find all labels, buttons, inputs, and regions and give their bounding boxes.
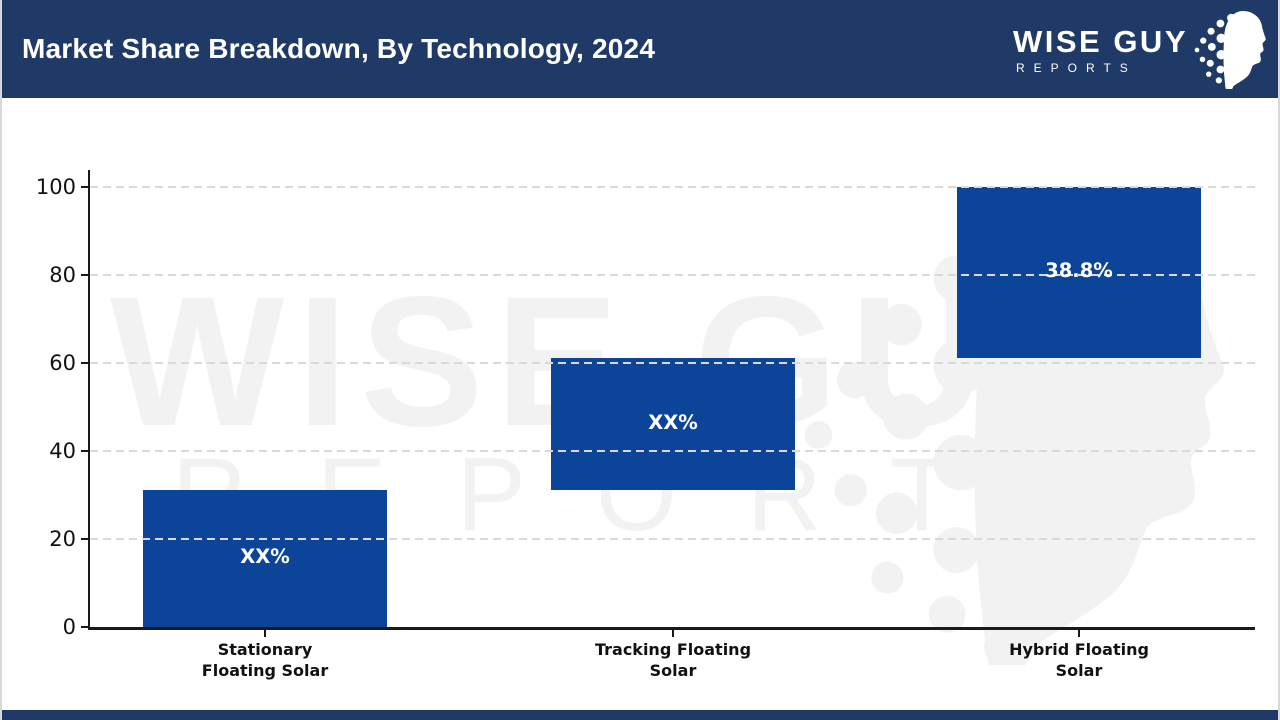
y-tick-60	[81, 362, 89, 364]
footer-bar	[2, 710, 1278, 720]
bar-2	[551, 357, 795, 490]
gridline-100	[90, 186, 1255, 188]
logo-reports-label: REPORTS	[1015, 60, 1137, 75]
x-tick-1	[264, 629, 266, 637]
category-label-1: Stationary Floating Solar	[135, 639, 395, 681]
logo-wordmark: WISE GUY	[1012, 23, 1188, 59]
face-profile-icon	[1194, 11, 1266, 89]
category-label-line: Tracking Floating	[594, 640, 752, 659]
wiseguy-logo: WISE GUY REPORTS	[1013, 6, 1268, 94]
category-label-line: Hybrid Floating	[1009, 640, 1149, 659]
category-label-line: Solar	[649, 661, 697, 680]
y-tick-label-40: 40	[49, 439, 76, 463]
y-tick-label-20: 20	[49, 527, 76, 551]
bar-3	[957, 187, 1201, 358]
gridline-80	[90, 274, 1255, 276]
gridline-40	[90, 450, 1255, 452]
bar-value-label-2: XX%	[648, 410, 698, 434]
category-label-line: Stationary	[217, 640, 313, 659]
x-axis	[88, 627, 1255, 630]
y-tick-40	[81, 450, 89, 452]
y-tick-label-60: 60	[49, 351, 76, 375]
bar-value-label-1: XX%	[240, 545, 290, 569]
x-tick-3	[1078, 629, 1080, 637]
category-label-line: Floating Solar	[201, 661, 329, 680]
y-tick-label-100: 100	[35, 175, 76, 199]
plot-area: 0 20 40 60 80 100 XX% Stationary Floating Solar X…	[2, 98, 1278, 710]
y-tick-100	[81, 186, 89, 188]
y-tick-80	[81, 274, 89, 276]
x-tick-2	[672, 629, 674, 637]
y-tick-label-80: 80	[49, 263, 76, 287]
gridline-60	[90, 362, 1255, 364]
category-label-3: Hybrid Floating Solar	[949, 639, 1209, 681]
y-axis	[88, 170, 90, 629]
category-label-2: Tracking Floating Solar	[543, 639, 803, 681]
logo-text: WISE GUY REPORTS	[1012, 23, 1188, 75]
header-bar: Market Share Breakdown, By Technology, 2…	[2, 0, 1278, 98]
bar-1	[143, 489, 387, 627]
y-tick-label-0: 0	[62, 615, 76, 639]
category-label-line: Solar	[1055, 661, 1103, 680]
gridline-20	[90, 538, 1255, 540]
y-tick-0	[81, 626, 89, 628]
chart-title: Market Share Breakdown, By Technology, 2…	[22, 33, 656, 64]
bar-value-label-3: 38.8%	[1045, 259, 1113, 283]
y-tick-20	[81, 538, 89, 540]
